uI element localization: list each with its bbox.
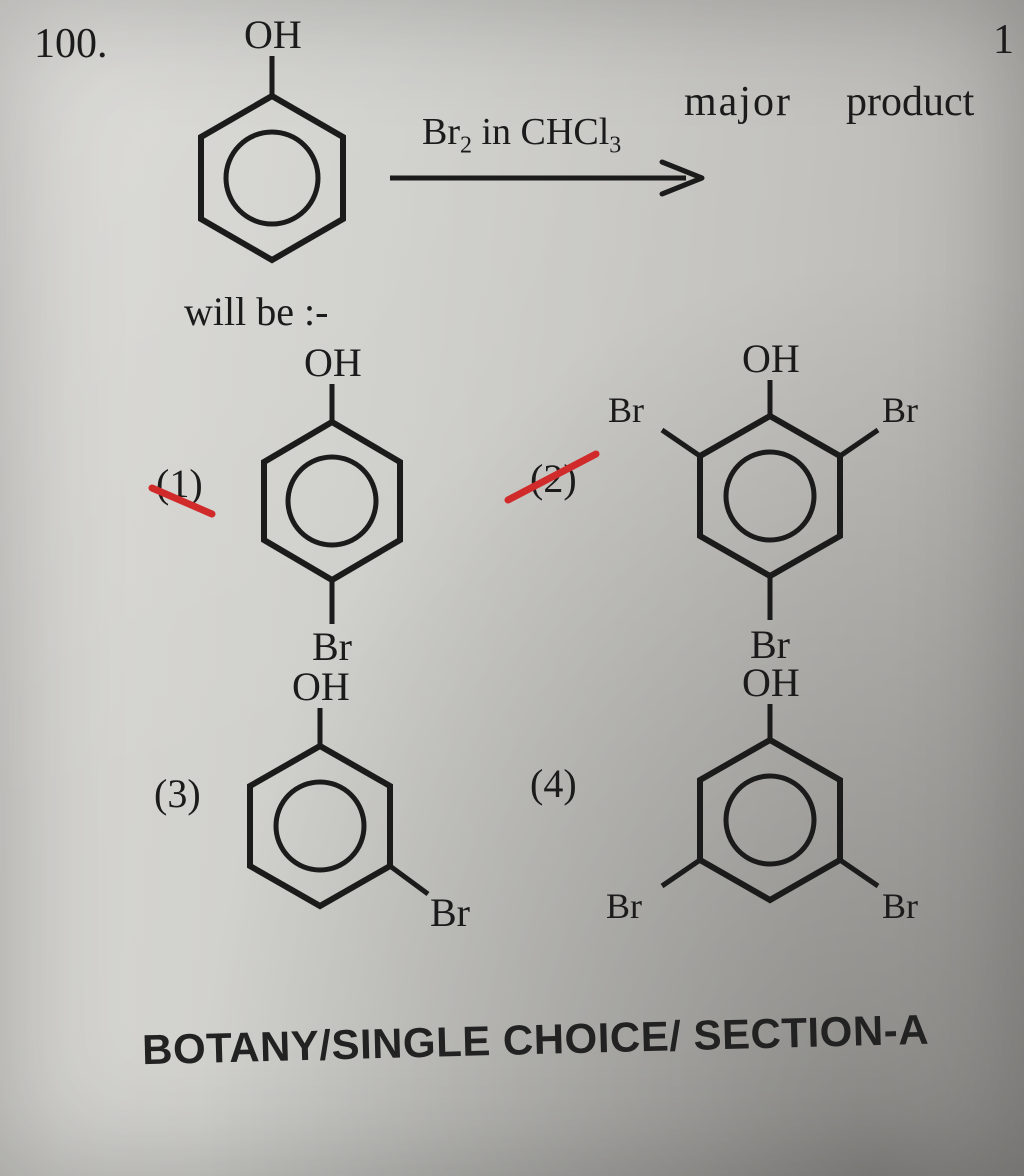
label-oh: OH [304,340,362,385]
option-1-label: (1) [156,460,203,507]
option-3-molecule: OH Br [210,664,510,974]
option-2-label: (2) [530,455,577,502]
arrow-label-sub: 2 [460,133,472,159]
option-3-label: (3) [154,770,201,817]
label-br: Br [882,886,918,926]
arrow-label-part: in CHCl [472,111,609,153]
section-heading: BOTANY/SINGLE CHOICE/ SECTION-A [142,1006,930,1075]
arrow-label-sub: 3 [609,133,621,159]
option-1-molecule: OH Br [222,340,442,670]
label-oh: OH [244,12,302,57]
text-will-be: will be :- [184,288,328,335]
arrow-reagent-label: Br2 in CHCl3 [422,110,621,160]
arrow-label-part: Br [422,111,460,153]
option-2-molecule: OH Br Br Br [600,336,940,676]
label-br: Br [312,624,352,669]
reaction-arrow: Br2 in CHCl3 [386,158,716,198]
text-major: major [684,78,792,126]
page-edge-text: 1 [993,16,1016,64]
label-br: Br [430,890,470,935]
label-br: Br [882,390,918,430]
reactant-phenol: OH [162,8,382,298]
text-product: product [846,78,974,126]
question-number: 100. [34,20,108,68]
label-oh: OH [292,664,350,709]
label-oh: OH [742,660,800,705]
label-br: Br [608,390,644,430]
option-4-molecule: OH Br Br [600,660,940,970]
page: 100. 1 OH Br2 in CHCl3 major product wil… [0,0,1024,1176]
option-4-label: (4) [530,760,577,807]
arrow-icon [386,158,716,198]
label-oh: OH [742,336,800,381]
label-br: Br [606,886,642,926]
